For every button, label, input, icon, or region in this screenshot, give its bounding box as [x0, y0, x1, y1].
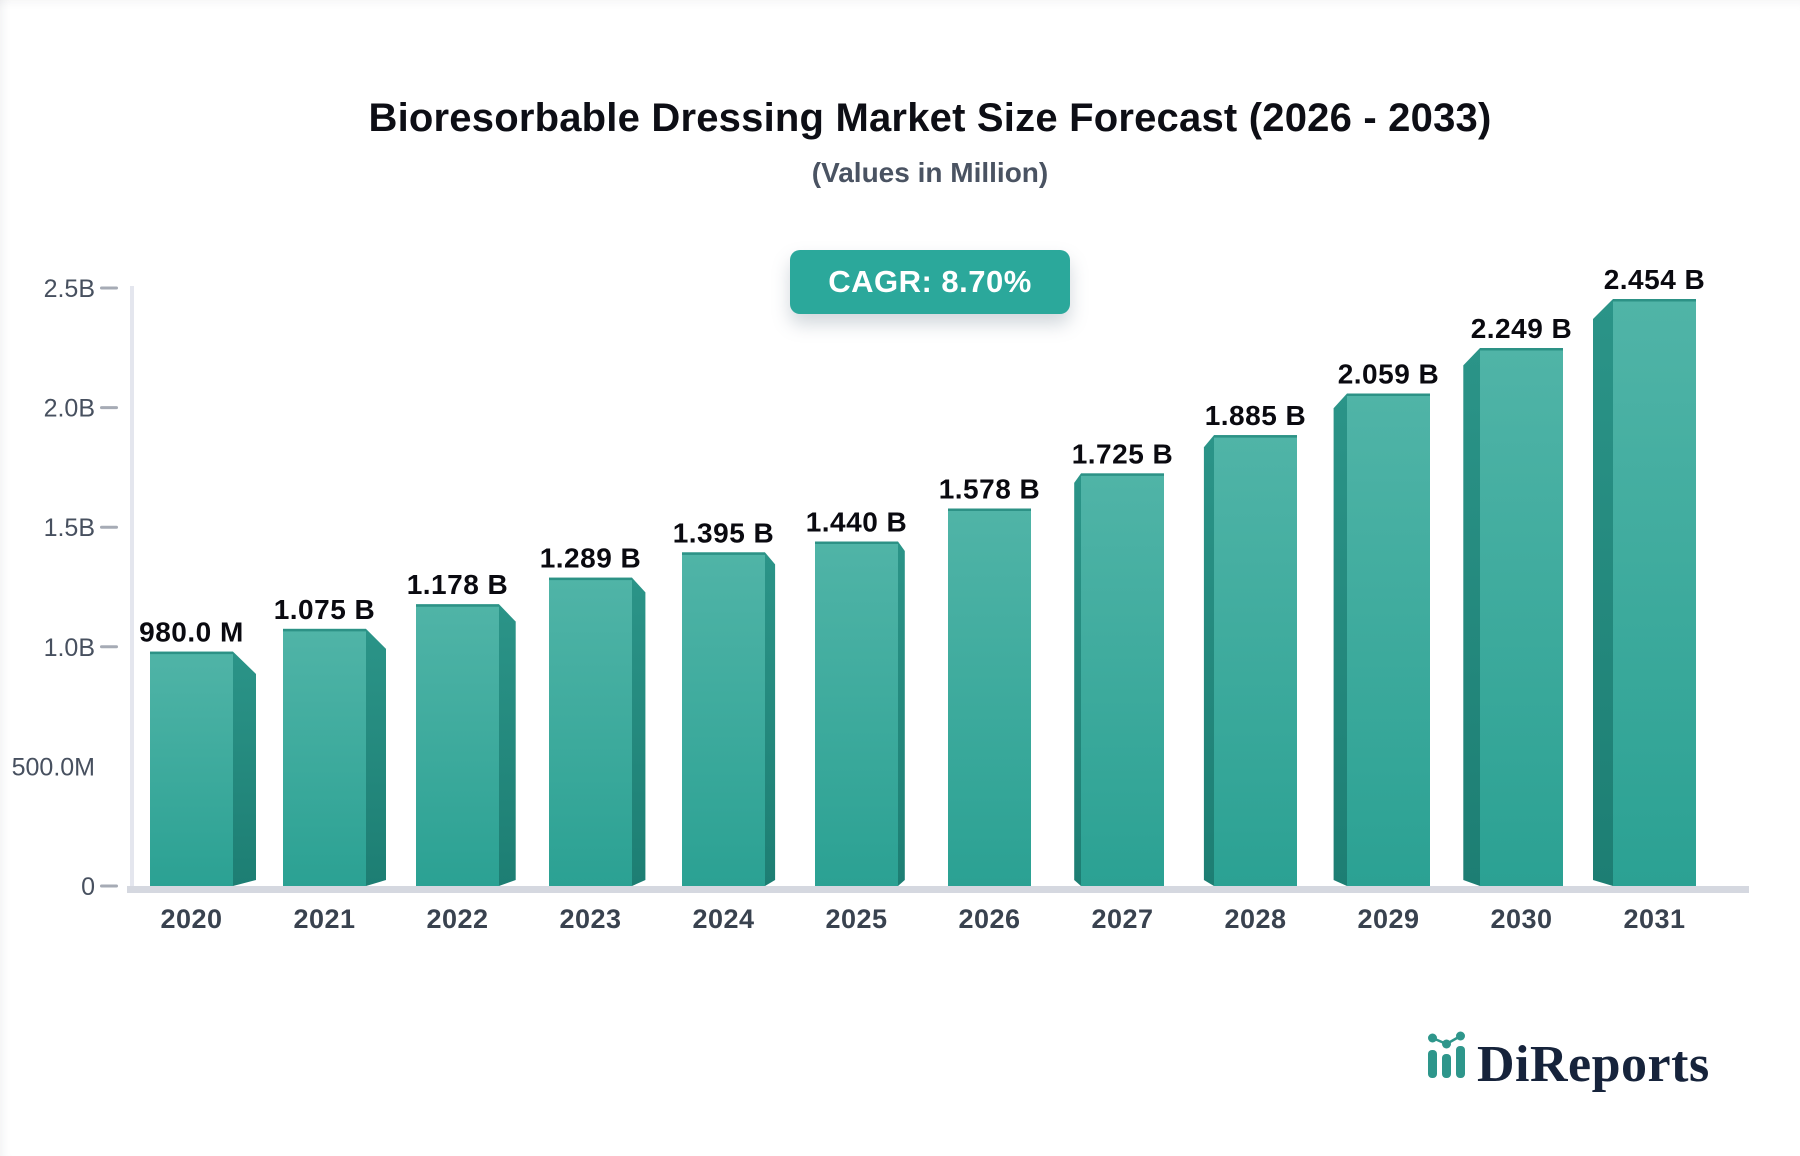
bar-2031	[1593, 299, 1696, 887]
x-axis-year-label: 2022	[426, 904, 488, 934]
x-axis-labels: 2020 2021 2022 2023 2024 2025 2026 2027 2028 2029…	[160, 904, 1685, 934]
y-tick-label: 500.0M	[12, 753, 95, 781]
y-axis: 2.5B 2.0B 1.5B 1.0B 500.0M 0	[12, 275, 118, 901]
x-axis-year-label: 2030	[1490, 904, 1552, 934]
bar-value-label: 1.440 B	[806, 507, 908, 538]
x-axis-year-label: 2024	[692, 904, 754, 934]
x-axis-year-label: 2021	[293, 904, 355, 934]
bar-front-face	[1480, 348, 1563, 887]
bar-2030	[1463, 348, 1563, 887]
bar-value-label: 2.454 B	[1604, 264, 1706, 295]
bar-2021	[283, 628, 386, 886]
bar-side-face	[1333, 393, 1347, 886]
bar-2024	[682, 552, 776, 886]
bar-side-face	[233, 651, 256, 886]
bar-side-face	[632, 577, 646, 886]
bar-value-label: 1.075 B	[274, 594, 376, 625]
chart-header: Bioresorbable Dressing Market Size Forec…	[60, 0, 1800, 314]
bar-2029	[1333, 393, 1430, 886]
bar-front-face	[150, 651, 233, 886]
chart-subtitle: (Values in Million)	[811, 157, 1049, 188]
value-labels: 980.0 M 1.075 B 1.178 B 1.289 B 1.395 B 1.440…	[139, 264, 1705, 648]
bar-side-face	[765, 552, 776, 886]
y-axis-line	[130, 286, 134, 893]
x-axis-year-label: 2028	[1224, 904, 1286, 934]
mini-bar-line-chart-logo-icon	[1428, 1031, 1465, 1078]
y-tick-label: 2.5B	[44, 275, 95, 303]
y-tick-dash	[100, 286, 118, 290]
bar-front-face	[283, 628, 366, 886]
y-tick-dash	[100, 884, 118, 888]
bar-2026	[948, 508, 1031, 886]
y-tick-label: 2.0B	[44, 395, 95, 423]
bar-value-label: 2.059 B	[1338, 358, 1440, 389]
bar-side-face	[499, 604, 516, 886]
y-tick-dash	[100, 406, 118, 410]
y-tick-dash	[100, 525, 118, 529]
bar-side-face	[1463, 348, 1480, 887]
x-axis-year-label: 2026	[958, 904, 1020, 934]
cagr-badge: CAGR: 8.70%	[790, 250, 1070, 314]
bar-front-face	[815, 541, 898, 886]
bar-value-label: 1.395 B	[673, 517, 775, 548]
direports-logo: DiReports	[1425, 1030, 1710, 1094]
y-tick-label: 1.0B	[44, 634, 95, 662]
bar-2025	[815, 541, 905, 886]
bar-front-face	[948, 508, 1031, 886]
y-tick-label: 1.5B	[44, 514, 95, 542]
bar-side-face	[1203, 435, 1214, 886]
x-axis-baseline	[127, 886, 1749, 893]
bar-2027	[1074, 473, 1164, 886]
bar-side-face	[1593, 299, 1613, 887]
bar-value-label: 1.578 B	[939, 474, 1041, 505]
logo-wordmark: DiReports	[1477, 1036, 1710, 1093]
bar-value-label: 1.725 B	[1072, 438, 1174, 469]
bar-front-face	[1081, 473, 1164, 886]
bar-front-face	[682, 552, 765, 886]
bar-front-face	[1214, 435, 1297, 886]
bar-side-face	[1074, 473, 1081, 886]
bar-value-label: 1.178 B	[407, 569, 509, 600]
bar-front-face	[549, 577, 632, 886]
bar-2020	[150, 651, 256, 886]
x-axis-year-label: 2020	[160, 904, 222, 934]
bar-side-face	[898, 541, 905, 886]
bar-side-face	[366, 628, 386, 886]
y-tick-dash	[100, 645, 118, 649]
y-tick-label: 0	[81, 873, 95, 901]
x-axis-year-label: 2023	[559, 904, 621, 934]
bar-value-label: 2.249 B	[1471, 313, 1573, 344]
bar-front-face	[416, 604, 499, 886]
bar-value-label: 1.885 B	[1205, 400, 1307, 431]
bar-value-label: 1.289 B	[540, 543, 642, 574]
chart-title: Bioresorbable Dressing Market Size Forec…	[368, 96, 1492, 140]
bars	[150, 299, 1696, 887]
x-axis-year-label: 2031	[1623, 904, 1685, 934]
bar-value-label: 980.0 M	[139, 617, 244, 648]
bar-2023	[549, 577, 646, 886]
x-axis-year-label: 2029	[1357, 904, 1419, 934]
bar-front-face	[1347, 393, 1430, 886]
bar-2022	[416, 604, 516, 886]
bar-2028	[1203, 435, 1297, 886]
x-axis-year-label: 2025	[825, 904, 887, 934]
bar-front-face	[1613, 299, 1696, 887]
x-axis-year-label: 2027	[1091, 904, 1153, 934]
